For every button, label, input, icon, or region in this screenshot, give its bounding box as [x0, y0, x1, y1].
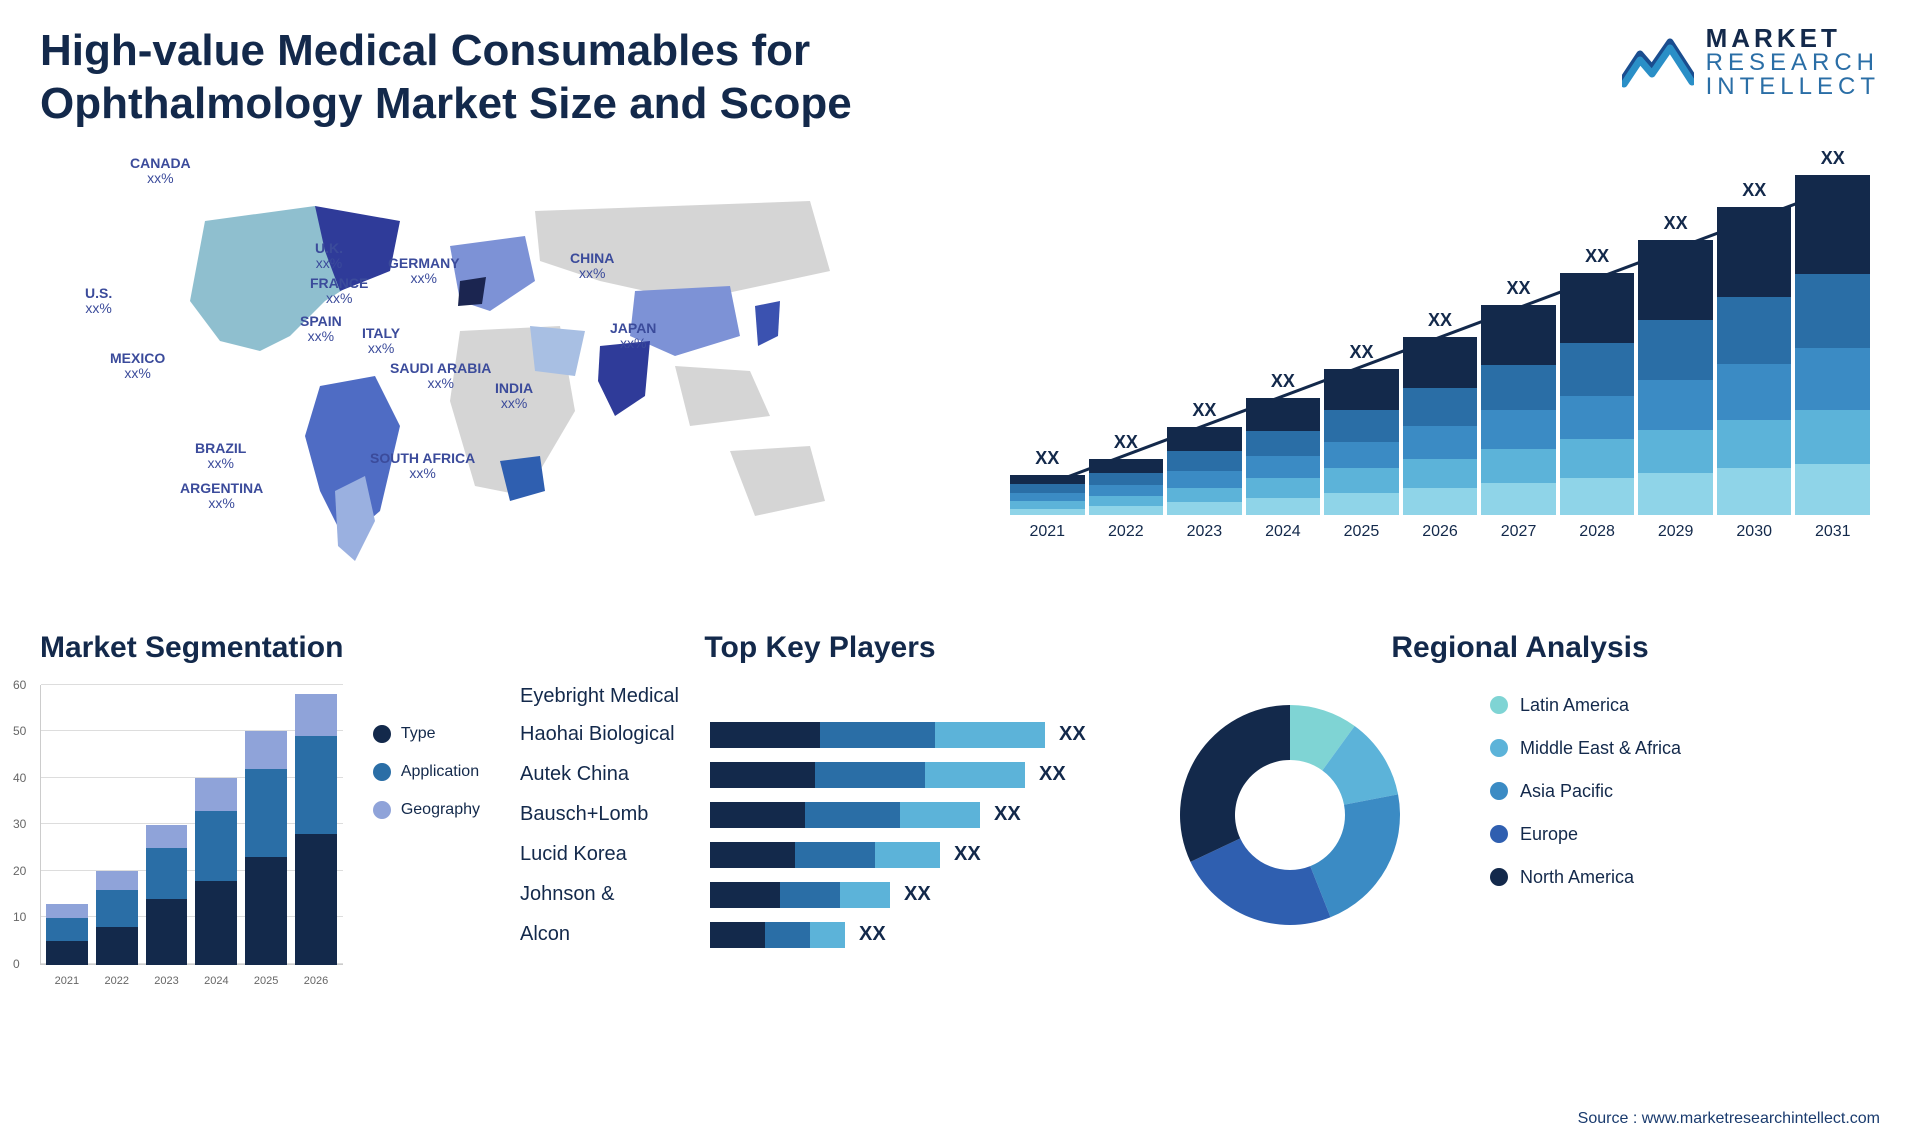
map-label: CANADAxx%: [130, 156, 191, 187]
legend-item: Europe: [1490, 824, 1681, 845]
seg-bar: 2026: [295, 694, 337, 965]
player-row: Haohai BiologicalXX: [520, 722, 1130, 748]
map-label: SOUTH AFRICAxx%: [370, 451, 475, 482]
growth-bar: XX2022: [1089, 432, 1164, 541]
growth-bar: XX2025: [1324, 342, 1399, 541]
player-row: AlconXX: [520, 922, 1130, 948]
growth-bar: XX2029: [1638, 213, 1713, 540]
growth-bar: XX2024: [1246, 371, 1321, 541]
legend-item: Type: [373, 725, 480, 743]
legend-item: Middle East & Africa: [1490, 738, 1681, 759]
map-label: SAUDI ARABIAxx%: [390, 361, 491, 392]
seg-bar: 2023: [146, 825, 188, 965]
map-label: ARGENTINAxx%: [180, 481, 263, 512]
map-region-india: [598, 341, 650, 416]
map-region-australia: [730, 446, 825, 516]
map-label: ITALYxx%: [362, 326, 400, 357]
world-map: CANADAxx% U.S.xx% MEXICOxx% BRAZILxx% ARGENT…: [40, 151, 960, 591]
growth-bar-chart: XX2021XX2022XX2023XX2024XX2025XX2026XX20…: [1000, 151, 1880, 591]
player-row: Autek ChinaXX: [520, 762, 1130, 788]
growth-bar: XX2026: [1403, 310, 1478, 540]
player-row: Bausch+LombXX: [520, 802, 1130, 828]
growth-bar: XX2028: [1560, 246, 1635, 541]
logo-mark-icon: [1622, 32, 1694, 93]
segmentation-title: Market Segmentation: [40, 631, 480, 665]
growth-bar: XX2023: [1167, 400, 1242, 540]
growth-bar: XX2027: [1481, 278, 1556, 541]
growth-bar: XX2030: [1717, 180, 1792, 540]
legend-item: Asia Pacific: [1490, 781, 1681, 802]
map-label: INDIAxx%: [495, 381, 533, 412]
brand-logo: MARKET RESEARCH INTELLECT: [1622, 25, 1880, 99]
map-region-middle-east: [530, 326, 585, 376]
seg-bar: 2022: [96, 871, 138, 964]
logo-text-3: INTELLECT: [1706, 75, 1880, 99]
map-label: BRAZILxx%: [195, 441, 246, 472]
legend-item: Application: [373, 763, 480, 781]
legend-item: North America: [1490, 867, 1681, 888]
page-title: High-value Medical Consumables for Ophth…: [40, 25, 1140, 131]
map-label: U.K.xx%: [315, 241, 343, 272]
regional-title: Regional Analysis: [1160, 631, 1880, 665]
legend-item: Geography: [373, 801, 480, 819]
logo-text-1: MARKET: [1706, 25, 1880, 51]
map-label: JAPANxx%: [610, 321, 656, 352]
growth-bar: XX2031: [1795, 148, 1870, 541]
seg-bar: 2024: [195, 778, 237, 965]
growth-bar: XX2021: [1010, 448, 1085, 541]
map-region-se-asia: [675, 366, 770, 426]
player-row: Lucid KoreaXX: [520, 842, 1130, 868]
map-label: MEXICOxx%: [110, 351, 165, 382]
source-attribution: Source : www.marketresearchintellect.com: [1578, 1110, 1880, 1128]
map-region-france: [458, 277, 486, 306]
map-label: SPAINxx%: [300, 314, 342, 345]
map-label: U.S.xx%: [85, 286, 112, 317]
regional-donut-chart: Latin America Middle East & Africa Asia Pa…: [1160, 685, 1880, 950]
map-region-japan: [755, 301, 780, 346]
seg-bar: 2021: [46, 904, 88, 965]
logo-text-2: RESEARCH: [1706, 51, 1880, 75]
players-bar-chart: Eyebright Medical Haohai BiologicalXX Aute…: [510, 685, 1130, 948]
map-region-south-africa: [500, 456, 545, 501]
legend-item: Latin America: [1490, 695, 1681, 716]
segmentation-chart: 0102030405060 202120222023202420252026 T…: [40, 685, 480, 965]
player-row: Eyebright Medical: [520, 685, 1130, 708]
map-label: GERMANYxx%: [388, 256, 460, 287]
map-label: CHINAxx%: [570, 251, 614, 282]
player-row: Johnson &XX: [520, 882, 1130, 908]
map-label: FRANCExx%: [310, 276, 368, 307]
players-title: Top Key Players: [510, 631, 1130, 665]
donut-slice: [1180, 705, 1290, 862]
seg-bar: 2025: [245, 731, 287, 964]
donut-slice: [1310, 794, 1400, 917]
